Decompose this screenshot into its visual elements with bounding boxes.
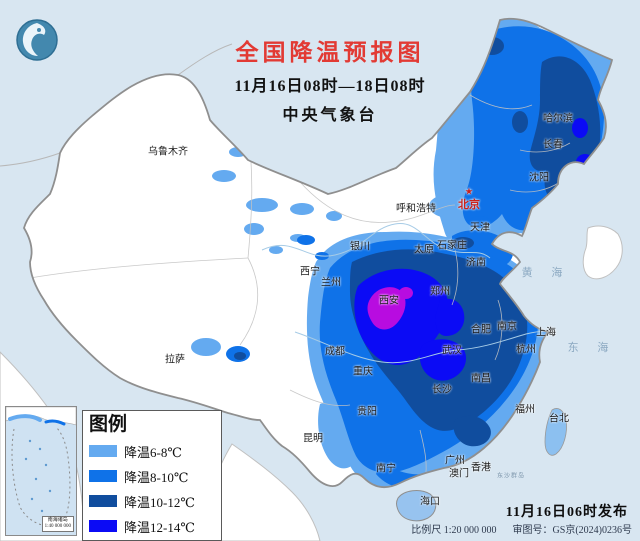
yangtze-river xyxy=(294,330,550,364)
inset-map xyxy=(6,407,76,535)
city-label-changsha: 长沙 xyxy=(432,384,452,396)
taiwan-island xyxy=(544,408,567,456)
korea-landmass xyxy=(582,225,623,280)
city-label-shenyang: 沈阳 xyxy=(529,172,549,184)
legend-swatch-6-8 xyxy=(89,445,117,458)
city-label-hefei: 合肥 xyxy=(471,324,491,336)
city-label-chengdu: 成都 xyxy=(325,346,345,358)
map-scale-row: 比例尺 1:20 000 000 审图号：GS京(2024)0236号 xyxy=(411,521,632,536)
city-label-hongkong: 香港 xyxy=(471,462,491,474)
city-label-shanghai: 上海 xyxy=(536,327,556,339)
sea-label-yellow-sea: 黄 海 xyxy=(521,267,571,279)
city-label-shijiazhuang: 石家庄 xyxy=(437,240,467,252)
map-header: 全国降温预报图 11月16日08时—18日08时 中央气象台 xyxy=(170,40,490,125)
city-label-chongqing: 重庆 xyxy=(353,366,373,378)
city-label-nanchang: 南昌 xyxy=(471,373,491,385)
inset-islands xyxy=(24,439,52,513)
city-label-beijing: ★ 北京 xyxy=(458,187,480,211)
sea-label-east-sea: 东 海 xyxy=(567,342,617,354)
city-label-haikou: 海口 xyxy=(420,496,440,508)
foreign-borders xyxy=(0,43,233,167)
city-label-macau: 澳门 xyxy=(449,468,469,480)
legend-row: 降温12-14℃ xyxy=(89,517,215,536)
forecast-period: 11月16日08时—18日08时 xyxy=(234,78,426,96)
cooling-layer-14-16 xyxy=(367,287,413,330)
city-label-xian: 西安 xyxy=(379,295,399,307)
release-time: 11月16日06时发布 xyxy=(505,505,628,520)
city-label-guangzhou: 广州 xyxy=(445,455,465,467)
cma-logo xyxy=(16,19,58,61)
city-label-harbin: 哈尔滨 xyxy=(543,113,573,125)
city-label-hohhot: 呼和浩特 xyxy=(396,203,436,215)
city-label-xining: 西宁 xyxy=(300,266,320,278)
legend-row: 降温6-8℃ xyxy=(89,442,215,461)
inset-caption: 南海诸岛 1:40 000 000 xyxy=(41,516,74,532)
hainan-island xyxy=(396,490,437,522)
legend-swatch-12-14 xyxy=(89,520,117,533)
city-label-yinchuan: 银川 xyxy=(350,241,370,253)
legend-box: 图例 降温6-8℃ 降温8-10℃ 降温10-12℃ 降温12-14℃ 降温14… xyxy=(82,410,222,541)
city-label-lanzhou: 兰州 xyxy=(321,277,341,289)
legend-row: 降温10-12℃ xyxy=(89,492,215,511)
city-label-tianjin: 天津 xyxy=(470,222,490,234)
capital-star-icon: ★ xyxy=(465,187,473,196)
city-label-guiyang: 贵阳 xyxy=(357,406,377,418)
city-label-nanning: 南宁 xyxy=(376,463,396,475)
city-label-jinan: 济南 xyxy=(466,257,486,269)
island-label-dongsha: 东沙群岛 xyxy=(496,473,526,480)
city-label-fuzhou: 福州 xyxy=(515,404,535,416)
legend-swatch-8-10 xyxy=(89,470,117,483)
approval-number: 审图号：GS京(2024)0236号 xyxy=(512,525,632,536)
city-label-taiyuan: 太原 xyxy=(414,244,434,256)
city-label-nanjing: 南京 xyxy=(497,321,517,333)
city-label-zhengzhou: 郑州 xyxy=(430,286,450,298)
legend-row: 降温8-10℃ xyxy=(89,467,215,486)
south-china-sea-inset: 南海诸岛 1:40 000 000 xyxy=(5,406,77,536)
legend-swatch-10-12 xyxy=(89,495,117,508)
city-label-changchun: 长春 xyxy=(543,139,563,151)
yellow-river xyxy=(261,223,491,259)
city-label-wuhan: 武汉 xyxy=(442,345,462,357)
legend-title: 图例 xyxy=(89,414,128,435)
city-label-lhasa: 拉萨 xyxy=(165,354,185,366)
city-label-taipei: 台北 xyxy=(549,413,569,425)
map-scale: 比例尺 1:20 000 000 xyxy=(411,525,497,536)
city-label-urumqi: 乌鲁木齐 xyxy=(148,146,188,158)
city-label-hangzhou: 杭州 xyxy=(516,344,536,356)
page-title: 全国降温预报图 xyxy=(235,40,425,65)
rivers xyxy=(261,223,550,364)
agency-name: 中央气象台 xyxy=(282,107,378,125)
city-label-kunming: 昆明 xyxy=(303,433,323,445)
